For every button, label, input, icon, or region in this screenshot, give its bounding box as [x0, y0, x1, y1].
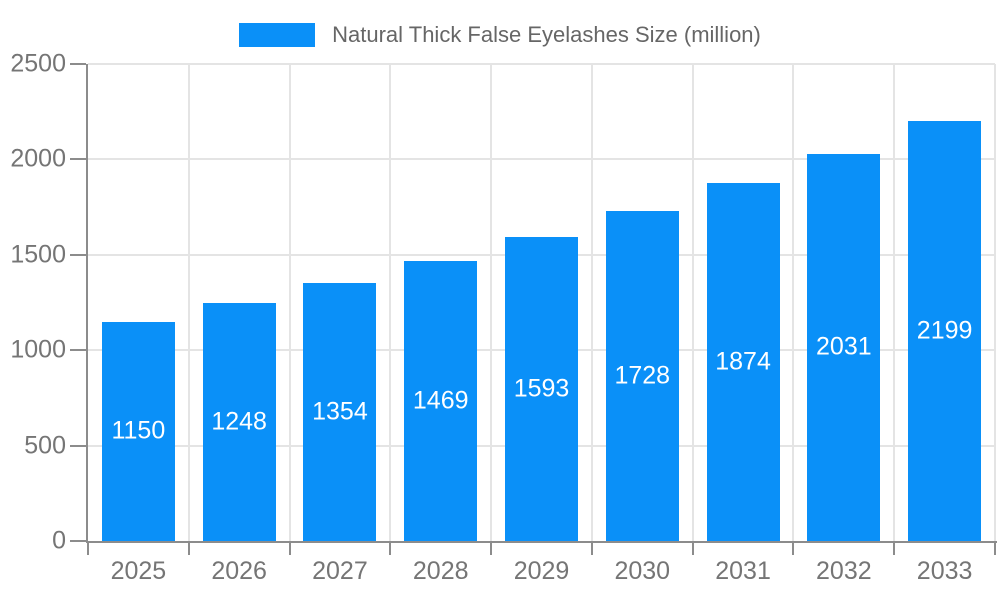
- y-axis-tick: [70, 349, 86, 352]
- legend-swatch-icon: [239, 23, 316, 47]
- y-axis-tick: [70, 540, 86, 542]
- y-axis-tick: [70, 253, 86, 256]
- x-axis-tick: [87, 541, 89, 555]
- y-axis-tick: [70, 444, 86, 447]
- v-gridline: [288, 64, 291, 541]
- x-axis-tick-label: 2025: [110, 557, 167, 585]
- legend: Natural Thick False Eyelashes Size (mill…: [0, 21, 1000, 49]
- x-axis-tick: [893, 541, 896, 555]
- bar[interactable]: 1248: [202, 302, 276, 541]
- v-gridline: [893, 64, 896, 541]
- y-axis-tick-label: 500: [24, 431, 66, 460]
- bar-value-label: 1248: [211, 407, 267, 436]
- h-gridline: [88, 63, 995, 65]
- v-gridline: [792, 64, 795, 541]
- y-axis-tick-label: 0: [52, 526, 66, 555]
- v-gridline: [590, 64, 593, 541]
- y-axis-line: [86, 64, 88, 543]
- bar-value-label: 2031: [816, 332, 872, 361]
- bar-value-label: 1150: [111, 416, 166, 445]
- v-gridline: [490, 64, 493, 541]
- x-axis-tick: [490, 541, 493, 555]
- h-gridline: [88, 158, 995, 161]
- x-axis-tick: [792, 541, 795, 555]
- bar[interactable]: 1354: [303, 282, 377, 541]
- x-axis-tick: [187, 541, 190, 555]
- bar[interactable]: 1874: [706, 183, 780, 541]
- x-axis-tick: [288, 541, 291, 555]
- x-axis-tick-label: 2029: [513, 557, 570, 585]
- x-axis-tick: [994, 541, 996, 555]
- y-axis-tick: [70, 158, 86, 161]
- bar-value-label: 1593: [513, 374, 570, 403]
- bar[interactable]: 1728: [605, 211, 679, 541]
- plot-area: 0 500 1000 1500 2000 2500 2025 1150 2026 1248 2027…: [10, 51, 997, 585]
- y-axis-tick-label: 2500: [10, 49, 66, 78]
- y-axis-tick-label: 2000: [10, 144, 66, 173]
- bar[interactable]: 1593: [505, 237, 578, 541]
- x-axis-tick-label: 2031: [715, 557, 771, 585]
- bar[interactable]: 2031: [807, 153, 881, 541]
- x-axis-tick-label: 2027: [312, 557, 368, 585]
- x-axis-line: [86, 541, 997, 543]
- x-axis-tick-label: 2026: [211, 557, 267, 585]
- x-axis-tick: [691, 541, 694, 555]
- x-axis-tick: [389, 541, 392, 555]
- bar[interactable]: 2199: [908, 121, 982, 541]
- bar-value-label: 1354: [312, 397, 368, 426]
- v-gridline: [994, 64, 996, 541]
- v-gridline: [389, 64, 392, 541]
- legend-item[interactable]: Natural Thick False Eyelashes Size (mill…: [239, 22, 761, 48]
- legend-label: Natural Thick False Eyelashes Size (mill…: [332, 22, 761, 47]
- bar-value-label: 2199: [916, 316, 973, 345]
- x-axis-tick-label: 2028: [412, 557, 469, 585]
- x-axis-tick-label: 2032: [816, 557, 872, 585]
- bar[interactable]: 1469: [404, 260, 478, 541]
- x-axis-tick: [590, 541, 593, 555]
- y-axis-tick-label: 1500: [10, 240, 66, 269]
- bar-value-label: 1469: [412, 386, 469, 415]
- x-axis-tick-label: 2033: [916, 557, 973, 585]
- x-axis-tick-label: 2030: [614, 557, 671, 585]
- y-axis-tick: [70, 63, 86, 65]
- y-axis-tick-label: 1000: [10, 335, 66, 364]
- v-gridline: [187, 64, 190, 541]
- bar[interactable]: 1150: [101, 321, 175, 541]
- bar-value-label: 1874: [715, 347, 771, 376]
- v-gridline: [691, 64, 694, 541]
- bar-value-label: 1728: [614, 361, 671, 390]
